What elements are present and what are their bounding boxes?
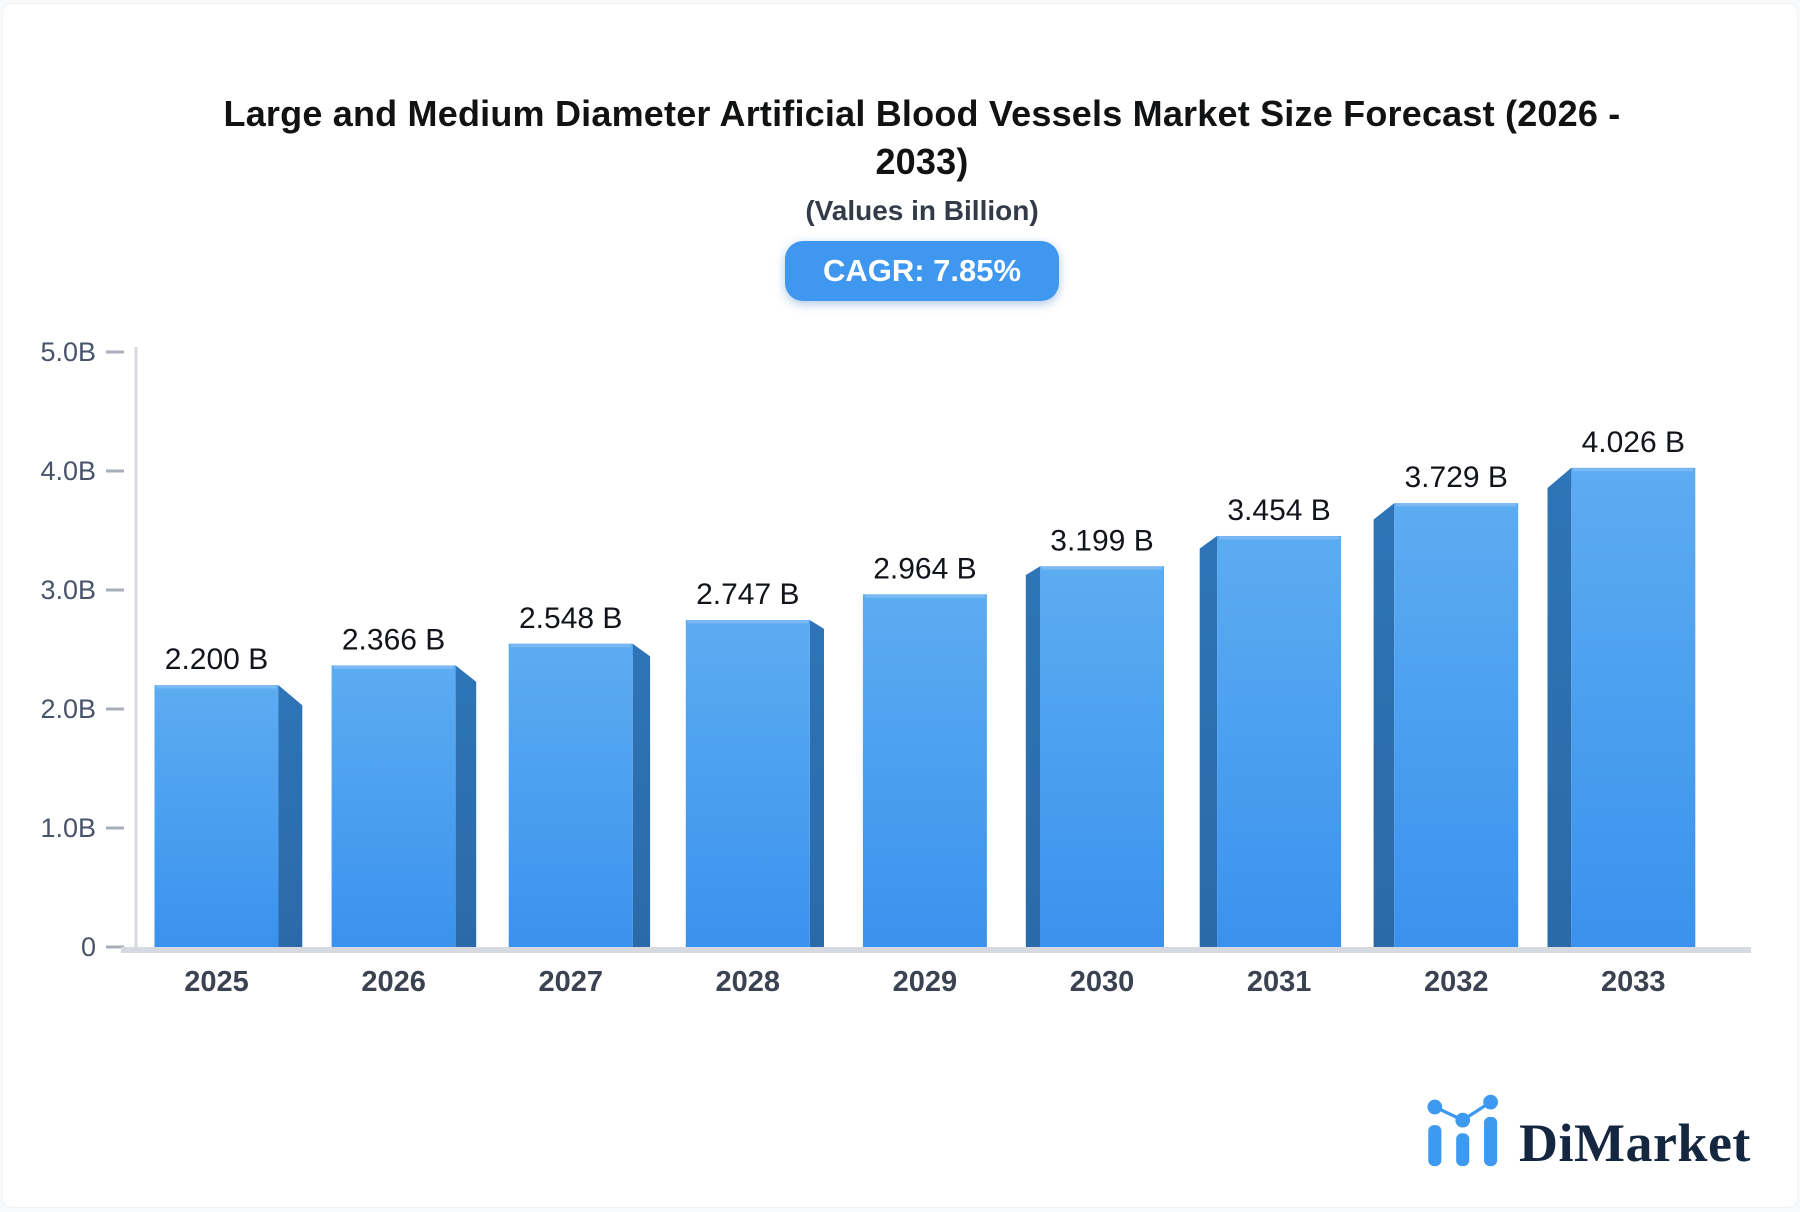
- dimarket-logo: DiMarket: [1425, 1092, 1751, 1174]
- bar-2031: [1217, 535, 1342, 950]
- y-axis-label: 5.0B: [40, 337, 96, 367]
- bar-2030: [1040, 566, 1164, 950]
- x-axis-label: 2030: [1070, 966, 1135, 998]
- x-axis-label: 2031: [1247, 966, 1312, 998]
- cagr-badge: CAGR: 7.85%: [784, 241, 1060, 302]
- bar-value-label: 3.454 B: [1227, 494, 1330, 527]
- y-axis-label: 1.0B: [40, 813, 96, 843]
- bar-2033: [1571, 467, 1696, 950]
- y-axis-label: 2.0B: [40, 694, 96, 724]
- chart-header: Large and Medium Diameter Artificial Blo…: [47, 90, 1797, 302]
- chart-title-line2: 2033): [875, 140, 969, 182]
- bar-side-face: [455, 665, 477, 950]
- bar-2029: [862, 594, 987, 950]
- bar-side-face: [1025, 566, 1040, 950]
- bar-value-label: 2.747 B: [696, 578, 799, 611]
- x-axis-label: 2028: [716, 966, 781, 998]
- bar-side-face: [1199, 535, 1218, 950]
- bar-side-face: [1373, 503, 1395, 950]
- bar-value-label: 3.729 B: [1404, 461, 1507, 494]
- y-axis-label: 4.0B: [40, 456, 96, 486]
- bar-value-label: 2.366 B: [342, 623, 445, 656]
- bar-2028: [685, 620, 810, 950]
- bar-value-label: 4.026 B: [1582, 426, 1685, 459]
- x-axis-label: 2033: [1601, 966, 1666, 998]
- bar-2027: [508, 643, 633, 950]
- x-axis-label: 2032: [1424, 966, 1489, 998]
- chart-card: Large and Medium Diameter Artificial Blo…: [2, 3, 1798, 1208]
- chart-title-line1: Large and Medium Diameter Artificial Blo…: [223, 93, 1621, 134]
- brand-name: DiMarket: [1519, 1113, 1751, 1174]
- bar-value-label: 2.200 B: [165, 643, 268, 676]
- x-axis-label: 2027: [538, 966, 603, 998]
- x-axis-label: 2029: [893, 966, 958, 998]
- bar-2025: [154, 685, 279, 950]
- bar-value-label: 2.964 B: [873, 552, 976, 585]
- x-axis-label: 2026: [361, 966, 426, 998]
- bar-side-face: [632, 643, 651, 950]
- bar-value-label: 2.548 B: [519, 602, 622, 635]
- bar-value-label: 3.199 B: [1050, 524, 1153, 557]
- bar-2032: [1394, 503, 1519, 950]
- x-axis-label: 2025: [184, 966, 249, 998]
- chart-subtitle: (Values in Billion): [805, 195, 1039, 227]
- bar-side-face: [278, 685, 303, 950]
- bar-side-face: [809, 620, 824, 950]
- bar-2026: [331, 665, 456, 950]
- bar-chart-svg: 0 1.0B 2.0B 3.0B 4.0B 5.0B 2.200 B 2025 2.366 B 2…: [40, 337, 1751, 998]
- bar-side-face: [1547, 467, 1572, 950]
- bar-chart-area: 0 1.0B 2.0B 3.0B 4.0B 5.0B 2.200 B 2025 2.366 B 2…: [3, 304, 1800, 1014]
- y-axis-label: 0: [81, 932, 96, 962]
- y-axis-label: 3.0B: [40, 575, 96, 605]
- mini-bar-chart-logo-icon: [1427, 1094, 1498, 1167]
